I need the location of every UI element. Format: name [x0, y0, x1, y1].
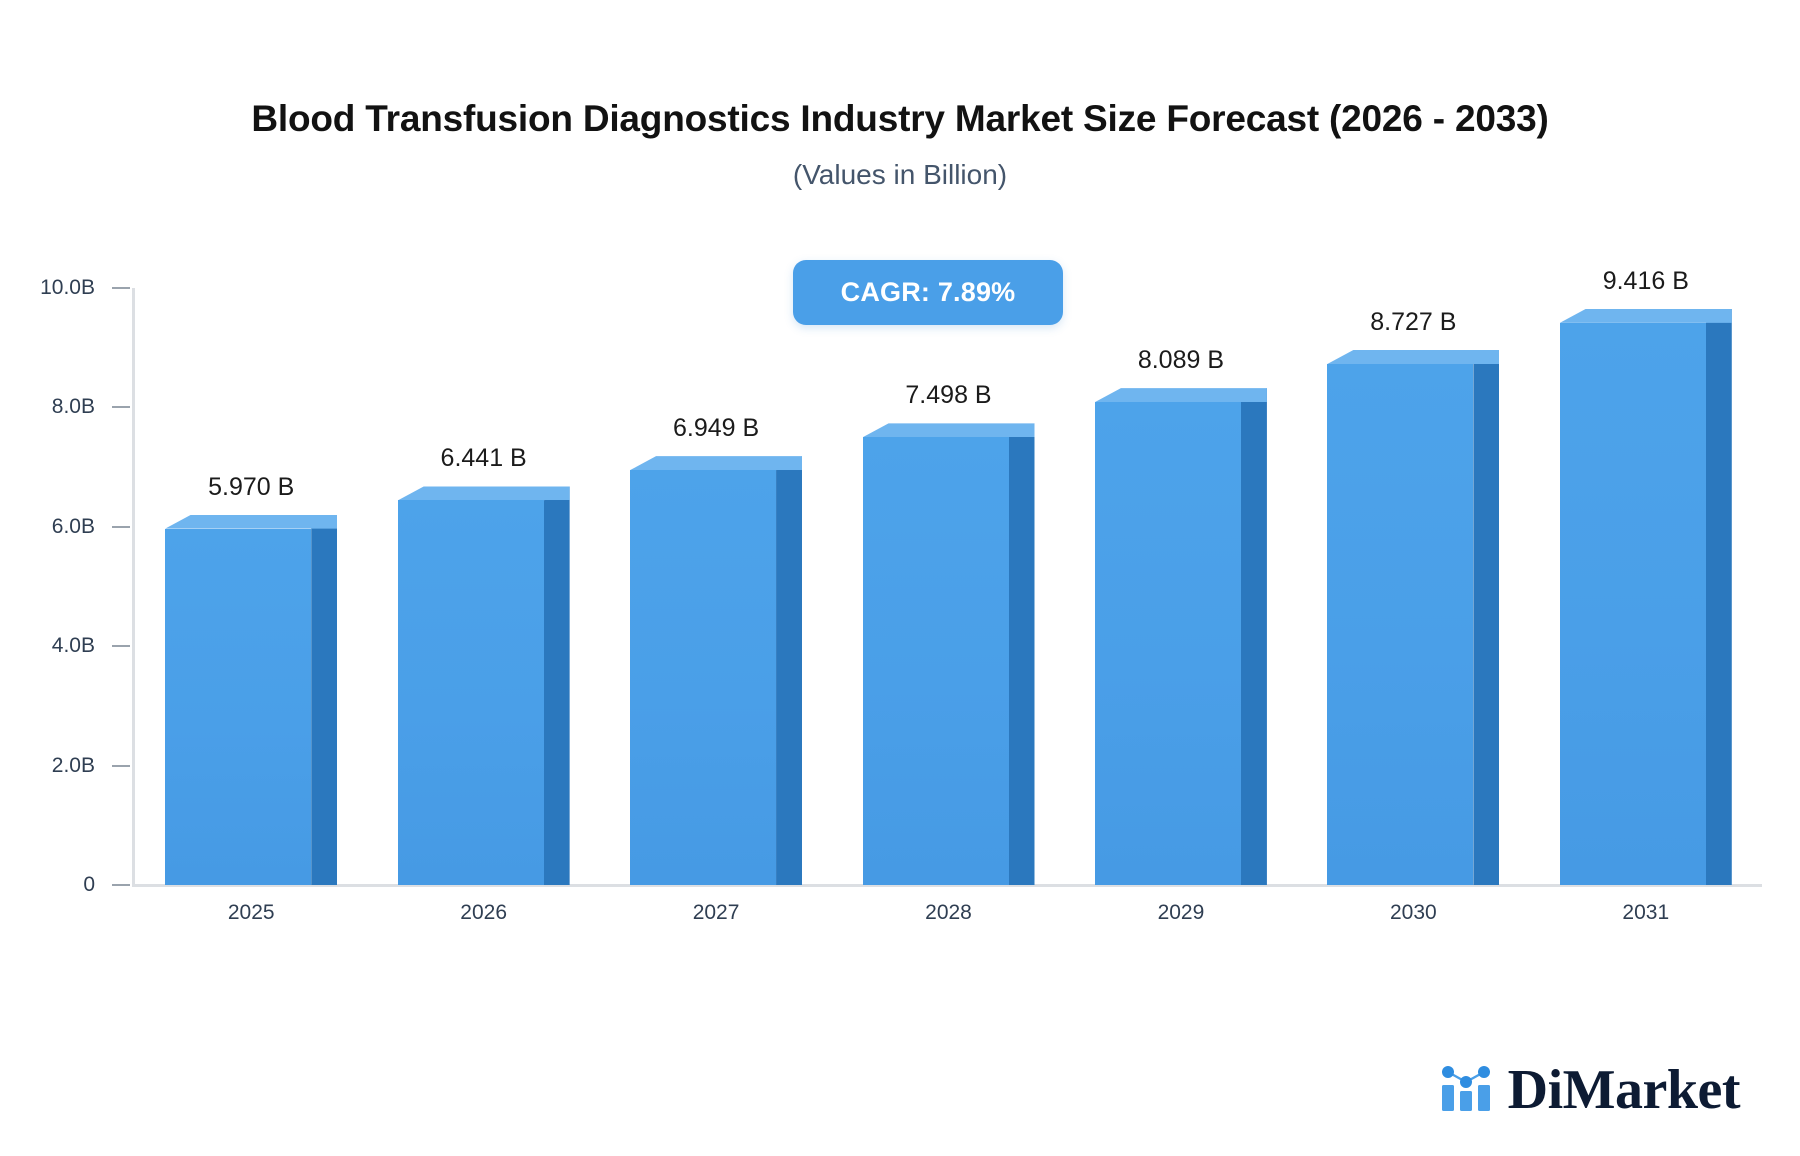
bar-side-face: [776, 456, 803, 885]
bar-side-face: [1473, 349, 1500, 885]
y-axis-tick-dash: [112, 525, 130, 528]
y-axis-tick-dash: [112, 645, 130, 648]
y-axis-tick: 4.0B: [0, 634, 130, 658]
bar-front-face: [1559, 322, 1706, 885]
y-axis-tick-dash: [112, 764, 130, 767]
y-axis-tick-label: 4.0B: [51, 634, 95, 658]
y-axis-tick: 0: [0, 873, 130, 896]
x-axis-tick-label: 2027: [692, 901, 740, 924]
bar-top-face: [630, 456, 803, 471]
bar-side-face: [1705, 308, 1732, 885]
y-axis-tick: 8.0B: [0, 395, 130, 419]
x-axis-tick-label: 2029: [1157, 901, 1205, 924]
bar-front-face: [630, 470, 777, 885]
bar-2027[interactable]: [630, 456, 803, 885]
bar-value-label: 8.089 B: [1137, 346, 1225, 375]
y-axis-tick: 2.0B: [0, 753, 130, 777]
bar-value-label: 8.727 B: [1370, 307, 1457, 336]
brand-logo: DiMarket: [1439, 1058, 1741, 1121]
bar-front-face: [165, 528, 312, 885]
cagr-badge: CAGR: 7.89%: [793, 260, 1063, 325]
chart-header: Blood Transfusion Diagnostics Industry M…: [0, 0, 1800, 191]
bar-top-face: [1327, 349, 1500, 364]
bar-2029[interactable]: [1094, 388, 1267, 885]
bar-value-label: 6.441 B: [440, 444, 527, 473]
x-axis-tick-label: 2026: [460, 901, 507, 924]
bar-2030[interactable]: [1327, 349, 1500, 885]
bar-top-face: [165, 514, 338, 529]
bar-top-face: [1559, 308, 1732, 323]
y-axis-tick-dash: [112, 287, 130, 289]
bar-side-face: [1008, 423, 1035, 885]
x-axis-tick-label: 2028: [925, 901, 972, 924]
bar-front-face: [1094, 402, 1241, 885]
cagr-badge-label: CAGR: 7.89%: [840, 277, 1016, 307]
brand-logo-text: DiMarket: [1507, 1058, 1741, 1121]
bar-value-label: 6.949 B: [672, 414, 760, 443]
bar-top-face: [397, 486, 570, 501]
y-axis-tick-label: 0: [83, 873, 95, 896]
bar-2028[interactable]: [862, 423, 1035, 885]
bar-top-face: [862, 423, 1035, 438]
bar-2025[interactable]: [165, 514, 338, 885]
bar-value-label: 9.416 B: [1602, 266, 1689, 295]
y-axis-tick-label: 2.0B: [51, 753, 95, 777]
bar-value-label: 5.970 B: [208, 472, 295, 501]
page-title: Blood Transfusion Diagnostics Industry M…: [251, 98, 1549, 139]
bar-2026[interactable]: [397, 486, 570, 885]
y-axis-tick-dash: [112, 884, 130, 886]
bar-front-face: [397, 500, 544, 885]
bar-side-face: [1240, 388, 1267, 885]
y-axis-tick-label: 8.0B: [51, 395, 95, 419]
bar-side-face: [543, 486, 570, 885]
bar-front-face: [1327, 363, 1474, 885]
bar-chart-logo-icon: [1439, 1061, 1493, 1118]
x-axis-tick-label: 2031: [1622, 901, 1670, 924]
y-axis-tick-dash: [112, 406, 130, 409]
bar-front-face: [862, 437, 1009, 885]
y-axis-tick: 10.0B: [0, 276, 130, 299]
y-axis-tick-label: 10.0B: [40, 276, 95, 299]
y-axis-tick: 6.0B: [0, 514, 130, 538]
x-axis-tick-label: 2025: [227, 901, 275, 924]
x-axis-tick-label: 2030: [1389, 901, 1437, 924]
bar-top-face: [1094, 388, 1267, 403]
bar-value-label: 7.498 B: [905, 381, 992, 410]
bar-side-face: [311, 514, 338, 885]
chart-subtitle: (Values in Billion): [792, 158, 1008, 190]
x-axis-line: [132, 884, 1762, 887]
bar-2031[interactable]: [1559, 308, 1732, 885]
y-axis-line: [132, 288, 135, 885]
y-axis-tick-label: 6.0B: [51, 514, 95, 538]
